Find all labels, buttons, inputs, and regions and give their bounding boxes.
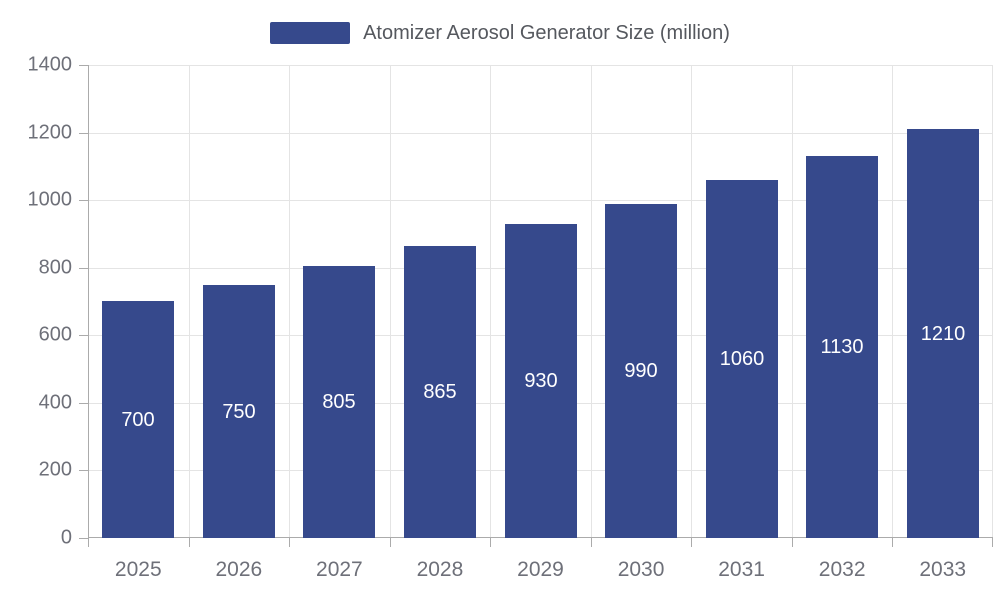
x-axis-tick	[88, 538, 89, 547]
y-axis-tick	[79, 65, 88, 66]
y-axis-label: 800	[38, 256, 72, 279]
bar[interactable]: 1130	[806, 156, 878, 538]
plot-area: 0 200 400 600 800 1000 1200 1400 700 2025 750 2026 8…	[28, 54, 993, 581]
x-axis-label: 2033	[919, 558, 967, 581]
x-axis-label: 2029	[517, 558, 564, 581]
y-axis-label: 1200	[27, 121, 73, 144]
y-axis-label: 200	[38, 458, 72, 481]
x-axis-tick	[591, 538, 592, 547]
y-axis-label: 1000	[27, 188, 73, 211]
x-gridline	[591, 65, 592, 538]
x-axis-tick	[189, 538, 190, 547]
bar[interactable]: 990	[605, 204, 677, 538]
x-gridline	[189, 65, 190, 538]
bar[interactable]: 1060	[706, 180, 778, 538]
bar[interactable]: 1210	[907, 129, 979, 538]
legend-swatch	[270, 22, 351, 44]
bar[interactable]: 700	[102, 301, 174, 538]
x-axis-tick	[892, 538, 893, 547]
x-axis-label: 2031	[718, 558, 765, 581]
y-gridline	[88, 133, 993, 134]
y-axis-label: 400	[38, 391, 72, 414]
bar[interactable]: 930	[505, 224, 577, 538]
y-axis-tick	[79, 470, 88, 471]
bar-value-label: 930	[524, 370, 558, 392]
y-axis-line	[88, 65, 89, 538]
x-gridline	[992, 65, 993, 538]
legend-label: Atomizer Aerosol Generator Size (million…	[363, 22, 730, 44]
x-axis-label: 2030	[617, 558, 665, 581]
x-axis-label: 2026	[215, 558, 263, 581]
x-gridline	[691, 65, 692, 538]
x-axis-label: 2027	[316, 558, 363, 581]
x-gridline	[289, 65, 290, 538]
bar[interactable]: 750	[203, 285, 275, 538]
y-axis-label: 1400	[27, 53, 73, 76]
x-axis-tick	[792, 538, 793, 547]
x-gridline	[792, 65, 793, 538]
x-axis-label: 2028	[416, 558, 464, 581]
x-gridline	[892, 65, 893, 538]
y-axis-tick	[79, 335, 88, 336]
x-axis-tick	[490, 538, 491, 547]
x-axis-label: 2032	[818, 558, 866, 581]
bar[interactable]: 805	[303, 266, 375, 538]
bar[interactable]: 865	[404, 246, 476, 538]
bar-value-label: 1060	[719, 348, 765, 370]
x-axis-tick	[691, 538, 692, 547]
bar-value-label: 700	[121, 408, 155, 431]
y-axis-tick	[79, 133, 88, 134]
bar-value-label: 1210	[920, 322, 966, 345]
y-axis-label: 600	[38, 323, 72, 346]
x-axis-label: 2025	[114, 558, 162, 581]
x-axis-tick	[390, 538, 391, 547]
x-axis-tick	[289, 538, 290, 547]
x-gridline	[390, 65, 391, 538]
y-axis-tick	[79, 200, 88, 201]
y-axis-tick	[79, 403, 88, 404]
bar-value-label: 990	[624, 360, 658, 382]
y-axis-tick	[79, 268, 88, 269]
bar-value-label: 1130	[820, 336, 864, 358]
x-axis-tick	[992, 538, 993, 547]
y-axis-label: 0	[60, 526, 72, 549]
y-gridline	[88, 200, 993, 201]
legend-item[interactable]: Atomizer Aerosol Generator Size (million…	[0, 22, 1000, 44]
y-gridline	[88, 65, 993, 66]
x-gridline	[490, 65, 491, 538]
bar-value-label: 865	[423, 381, 457, 403]
y-axis-tick	[79, 538, 88, 539]
bar-value-label: 750	[222, 400, 256, 423]
bar-value-label: 805	[322, 391, 356, 413]
